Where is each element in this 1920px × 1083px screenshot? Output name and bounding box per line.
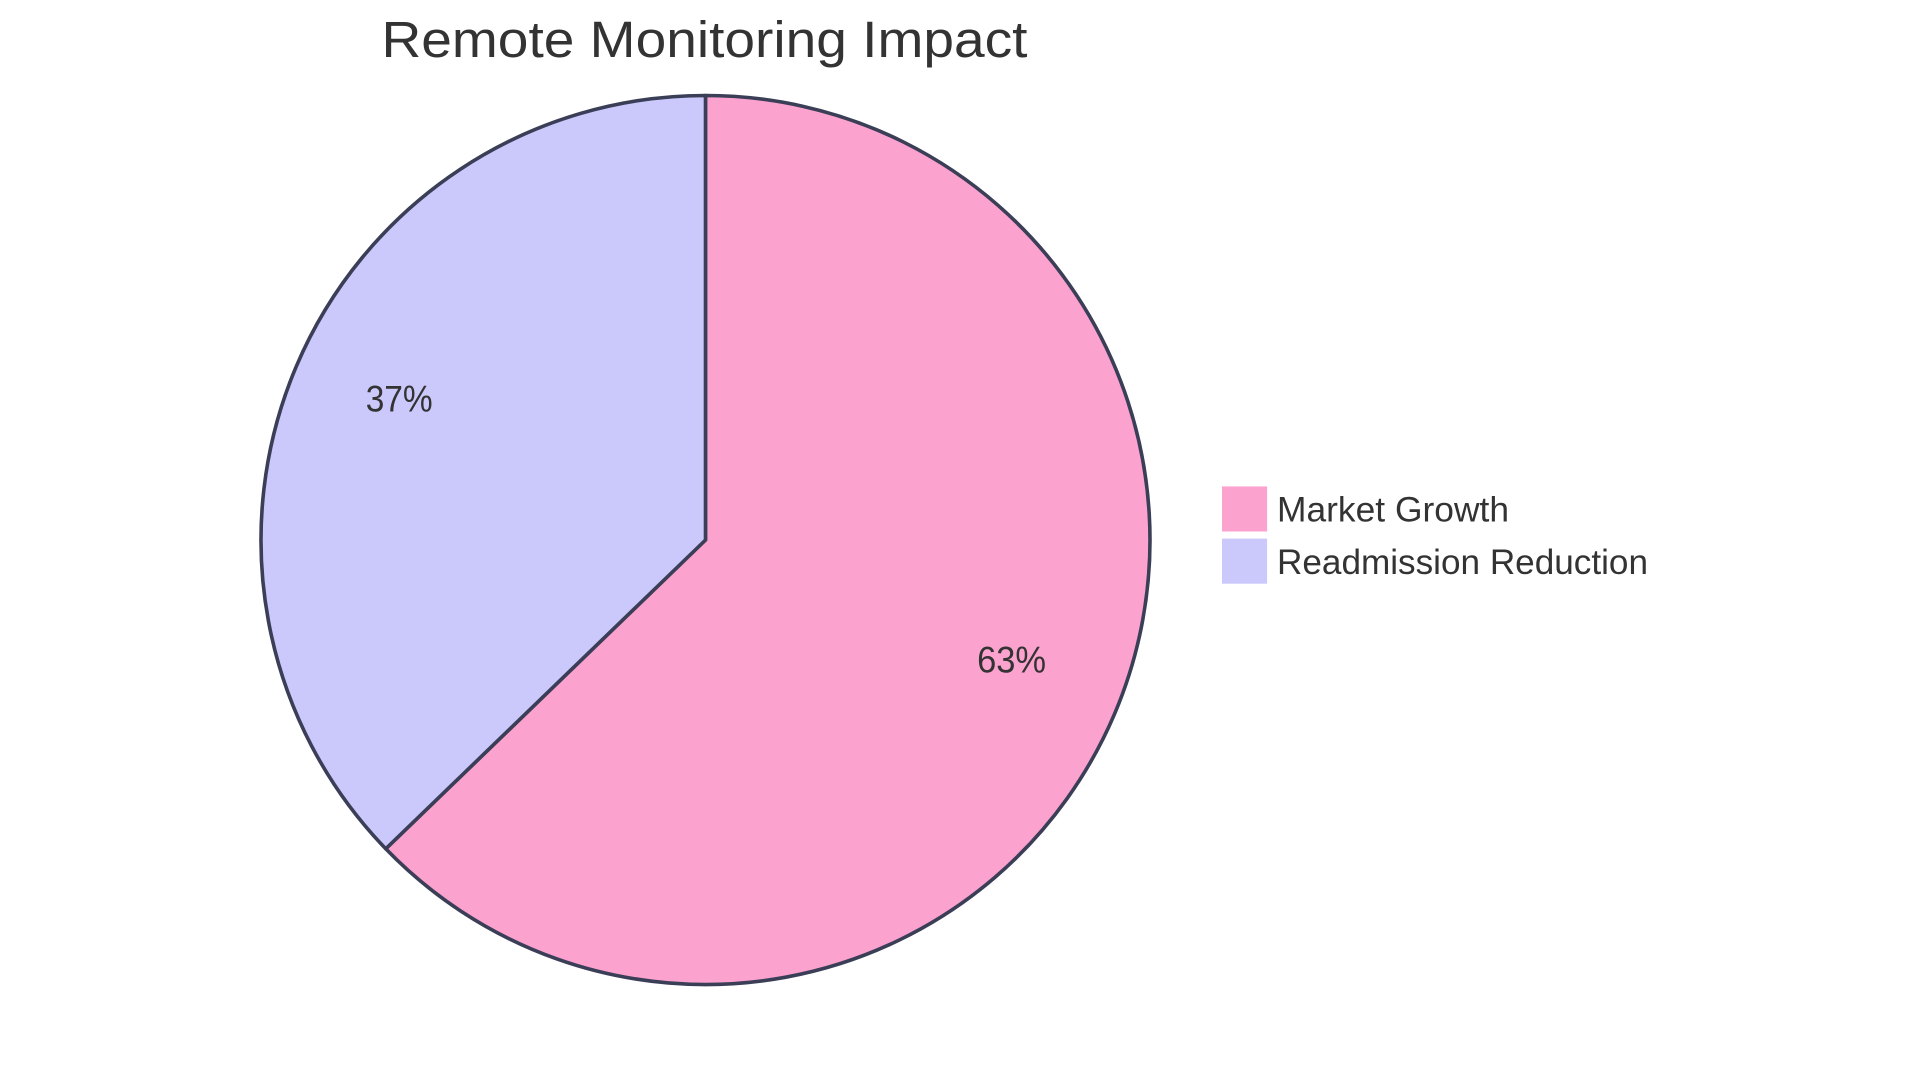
svg-text:37%: 37%: [366, 379, 433, 420]
svg-text:Remote Monitoring Impact: Remote Monitoring Impact: [382, 11, 1028, 68]
svg-text:63%: 63%: [977, 640, 1046, 681]
svg-text:Market Growth: Market Growth: [1277, 491, 1509, 530]
svg-text:Readmission Reduction: Readmission Reduction: [1277, 543, 1648, 582]
